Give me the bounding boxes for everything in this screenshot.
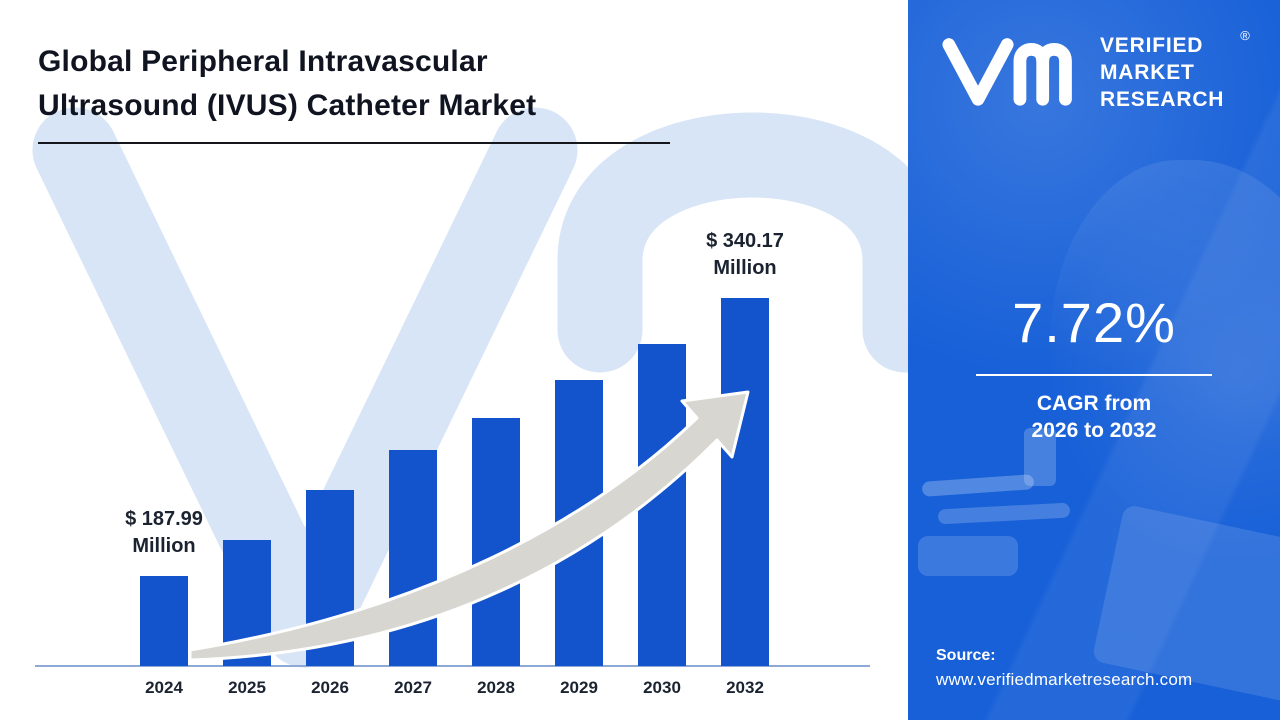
panel-art-shape — [921, 474, 1035, 497]
brand-name-line3: RESEARCH — [1100, 88, 1225, 111]
cagr-label-line1: CAGR from — [1036, 392, 1152, 415]
cagr-label: CAGR from 2026 to 2032 — [908, 390, 1280, 444]
value-label-2032: $ 340.17 Million — [655, 228, 835, 282]
x-tick-label: 2024 — [145, 678, 183, 697]
chart-title-line1: Global Peripheral Intravascular — [38, 45, 488, 78]
cagr-value: 7.72% — [1012, 291, 1176, 354]
bar-2032 — [721, 298, 769, 666]
bar-group: 2029 — [555, 286, 603, 697]
bar-group: 2032 — [721, 286, 769, 697]
panel-background-art — [908, 0, 1280, 720]
bar-2024 — [140, 576, 188, 666]
panel-art-shape — [937, 502, 1071, 525]
value-label-2024-amount: $ 187.99 — [125, 508, 203, 530]
bar-2028 — [472, 418, 520, 666]
chart-title-line2: Ultrasound (IVUS) Catheter Market — [38, 89, 537, 122]
x-tick-label: 2028 — [477, 678, 515, 697]
x-tick-label: 2025 — [228, 678, 266, 697]
chart-title: Global Peripheral Intravascular Ultrasou… — [38, 40, 670, 144]
bar-2026 — [306, 490, 354, 666]
x-tick-label: 2030 — [643, 678, 681, 697]
source: Source: www.verifiedmarketresearch.com — [936, 647, 1192, 690]
cagr-divider — [976, 374, 1212, 376]
value-label-2024-unit: Million — [132, 535, 196, 557]
x-tick-label: 2029 — [560, 678, 598, 697]
bars: 2024 2025 2026 2027 2028 2029 2030 2032 — [140, 286, 769, 697]
bar-group: 2025 — [223, 286, 271, 697]
brand-name-line1: VERIFIED — [1100, 34, 1204, 57]
bar-group: 2024 — [140, 286, 188, 697]
registered-trademark-icon: ® — [1240, 28, 1250, 43]
x-tick-label: 2032 — [726, 678, 764, 697]
x-tick-label: 2027 — [394, 678, 432, 697]
source-url[interactable]: www.verifiedmarketresearch.com — [936, 670, 1193, 689]
bar-2029 — [555, 380, 603, 666]
bar-group: 2027 — [389, 286, 437, 697]
bar-group: 2026 — [306, 286, 354, 697]
source-label: Source: — [936, 647, 996, 664]
brand-logo: VERIFIED MARKET RESEARCH ® — [934, 28, 1250, 113]
panel-art-shape — [918, 536, 1018, 576]
title-underline — [38, 142, 670, 144]
brand-panel: VERIFIED MARKET RESEARCH ® 7.72% CAGR fr… — [908, 0, 1280, 720]
bar-group: 2028 — [472, 286, 520, 697]
bar-2027 — [389, 450, 437, 666]
value-label-2032-unit: Million — [713, 257, 777, 279]
panel-art-shape — [1024, 428, 1056, 486]
bar-group: 2030 — [638, 286, 686, 697]
x-tick-label: 2026 — [311, 678, 349, 697]
brand-name-line2: MARKET — [1100, 61, 1195, 84]
value-label-2024: $ 187.99 Million — [74, 506, 254, 560]
value-label-2032-amount: $ 340.17 — [706, 230, 784, 252]
brand-name: VERIFIED MARKET RESEARCH — [1100, 32, 1224, 113]
bar-2030 — [638, 344, 686, 666]
vmr-monogram-icon — [942, 38, 1072, 106]
cagr-label-line2: 2026 to 2032 — [1031, 419, 1157, 442]
